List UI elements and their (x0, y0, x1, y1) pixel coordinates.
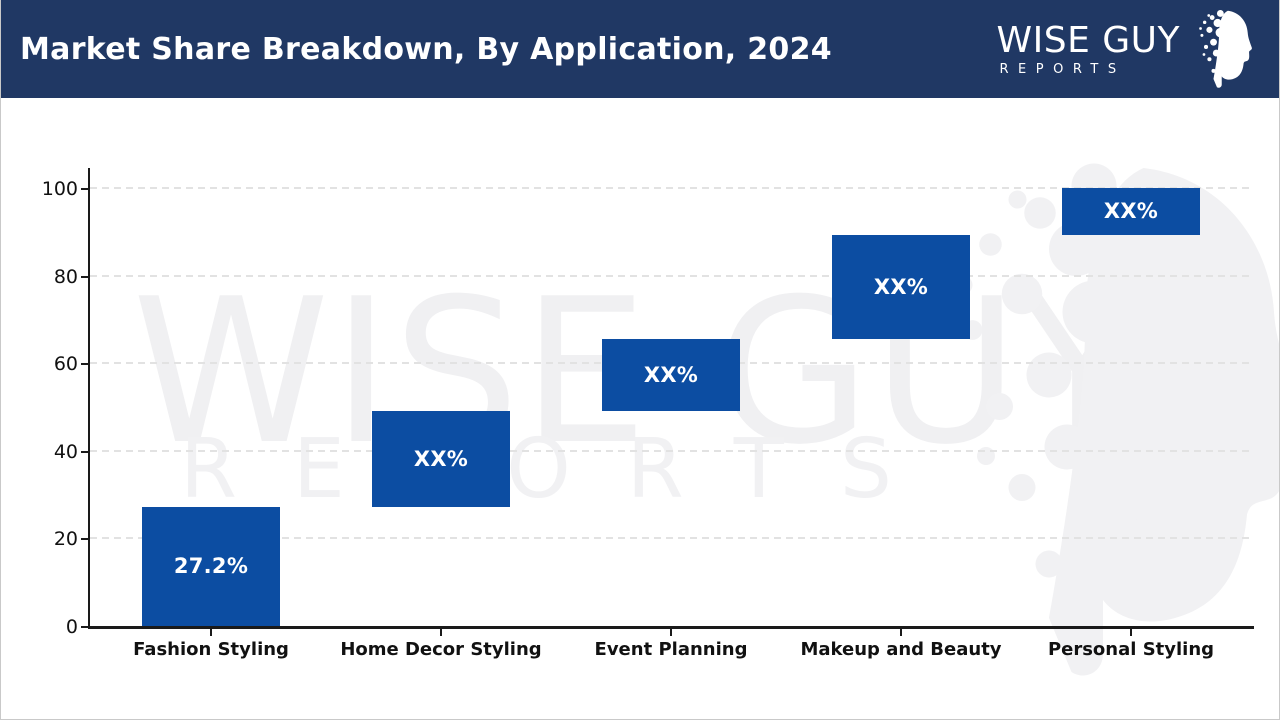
bar-makeup-and-beauty: XX% (832, 234, 970, 340)
bar-value-label: XX% (1103, 199, 1159, 224)
y-tick-100 (81, 188, 89, 190)
x-tick-event-planning (670, 629, 672, 636)
x-tick-label-makeup-and-beauty: Makeup and Beauty (800, 639, 1002, 660)
gridline-y100 (90, 187, 1254, 189)
watermark-subtitle: REPORTS (180, 422, 948, 517)
bar-value-label: XX% (873, 274, 929, 299)
x-tick-makeup-and-beauty (900, 629, 902, 636)
y-tick-80 (81, 275, 89, 278)
x-tick-label-event-planning: Event Planning (594, 639, 748, 660)
bar-value-label: XX% (643, 362, 699, 387)
logo-subtitle: REPORTS (999, 61, 1126, 77)
y-tick-0 (81, 626, 89, 628)
gridline-y80 (90, 274, 1254, 277)
wiseguy-logo: WISE GUY REPORTS (997, 8, 1255, 90)
gridline-y40 (90, 449, 1254, 452)
logo-wordmark: WISE GUY (996, 19, 1180, 61)
page-title: Market Share Breakdown, By Application, … (20, 31, 832, 67)
bar-value-label: XX% (413, 446, 469, 471)
gridline-y20 (90, 537, 1254, 540)
y-tick-20 (81, 538, 89, 541)
bar-event-planning: XX% (602, 339, 740, 411)
bar-personal-styling: XX% (1062, 188, 1200, 235)
y-tick-label-0: 0 (65, 616, 78, 638)
y-tick-label-80: 80 (53, 265, 78, 288)
y-tick-label-60: 60 (53, 353, 78, 376)
x-tick-home-decor-styling (440, 629, 442, 636)
y-tick-60 (81, 363, 89, 366)
logo-face-icon (1199, 10, 1252, 88)
logo-text: WISE GUY REPORTS (996, 19, 1181, 77)
bar-value-label: 27.2% (173, 554, 249, 579)
y-tick-label-20: 20 (53, 528, 78, 551)
x-tick-label-home-decor-styling: Home Decor Styling (340, 639, 542, 660)
bar-home-decor-styling: XX% (372, 410, 510, 507)
x-tick-label-fashion-styling: Fashion Styling (133, 639, 289, 660)
x-tick-fashion-styling (210, 629, 212, 636)
x-axis-spine (88, 626, 1254, 629)
y-tick-label-100: 100 (41, 178, 78, 200)
bar-fashion-styling: 27.2% (142, 506, 280, 626)
x-tick-personal-styling (1130, 629, 1132, 636)
x-tick-label-personal-styling: Personal Styling (1047, 639, 1215, 660)
y-tick-label-40: 40 (53, 440, 78, 463)
y-axis-spine (88, 168, 90, 628)
header-bar: Market Share Breakdown, By Application, … (0, 0, 1280, 98)
y-tick-40 (81, 450, 89, 453)
